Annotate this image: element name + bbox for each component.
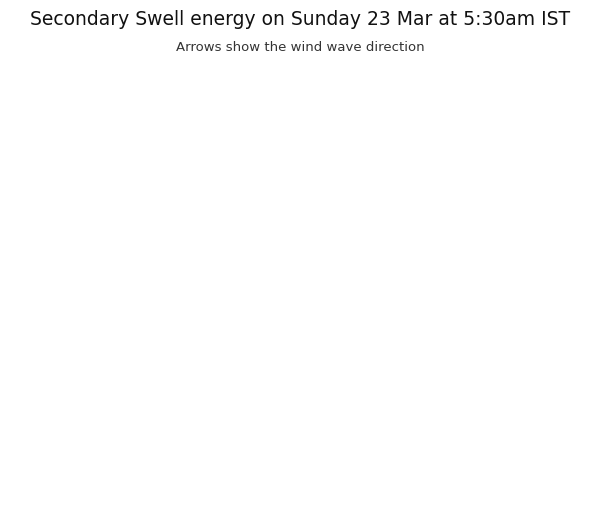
Text: Arrows show the wind wave direction: Arrows show the wind wave direction (176, 40, 425, 54)
Text: Secondary Swell energy on Sunday 23 Mar at 5:30am IST: Secondary Swell energy on Sunday 23 Mar … (31, 10, 570, 29)
